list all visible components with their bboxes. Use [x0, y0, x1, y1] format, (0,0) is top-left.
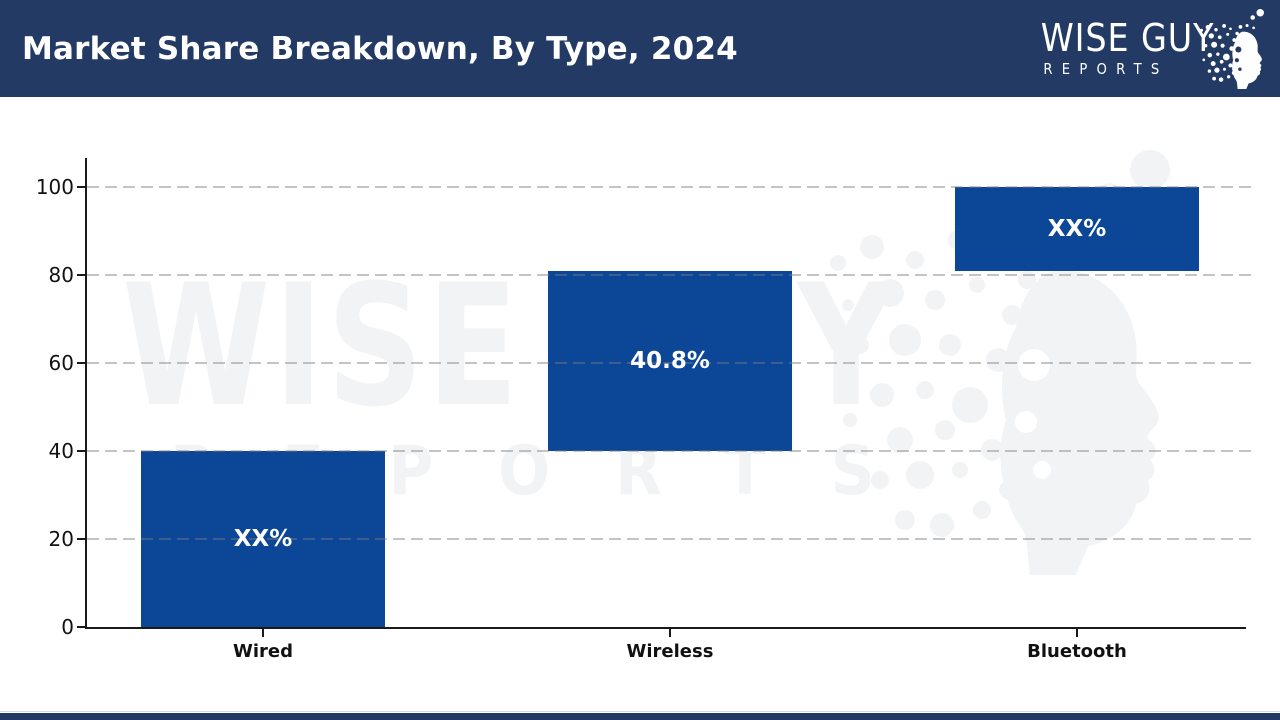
- bar: [548, 271, 792, 451]
- category-label: Wireless: [626, 641, 714, 662]
- bar-label: XX%: [233, 526, 293, 552]
- bar: [955, 187, 1199, 272]
- y-axis-spine: [85, 158, 87, 629]
- gridline: [87, 450, 1254, 452]
- bar-label: 40.8%: [630, 348, 710, 375]
- logo-face-icon: [1200, 8, 1264, 89]
- y-tick: [77, 362, 85, 364]
- bottom-brand-bar: [0, 713, 1280, 720]
- logo-wordmark: WISE GUY: [1040, 16, 1214, 60]
- logo-text: WISE GUY REPORTS: [1040, 19, 1214, 78]
- x-tick: [1076, 629, 1078, 637]
- y-tick-label: 0: [61, 615, 74, 639]
- logo-subtitle: REPORTS: [1042, 60, 1169, 78]
- y-tick: [77, 274, 85, 276]
- y-tick-label: 80: [48, 263, 74, 287]
- category-label: Bluetooth: [1027, 641, 1127, 662]
- gridline: [87, 186, 1254, 188]
- gridline: [87, 362, 1254, 364]
- bar-label: XX%: [1047, 216, 1107, 243]
- y-tick-label: 100: [35, 175, 74, 199]
- y-tick: [77, 538, 85, 540]
- bottom-hairline: [0, 711, 1280, 712]
- x-tick: [262, 629, 264, 637]
- bar: [141, 451, 385, 627]
- gridline: [87, 274, 1254, 276]
- y-tick-label: 60: [48, 351, 74, 375]
- x-axis-spine: [85, 627, 1246, 629]
- category-label: Wired: [233, 641, 293, 662]
- y-tick: [77, 626, 85, 628]
- header: Market Share Breakdown, By Type, 2024 WI…: [0, 0, 1280, 97]
- y-tick-label: 20: [48, 527, 74, 551]
- y-tick: [77, 186, 85, 188]
- chart-title: Market Share Breakdown, By Type, 2024: [22, 30, 738, 67]
- y-tick: [77, 450, 85, 452]
- wiseguy-logo: WISE GUY REPORTS: [1017, 0, 1266, 97]
- gridline: [87, 538, 1254, 540]
- x-tick: [669, 629, 671, 637]
- y-tick-label: 40: [48, 439, 74, 463]
